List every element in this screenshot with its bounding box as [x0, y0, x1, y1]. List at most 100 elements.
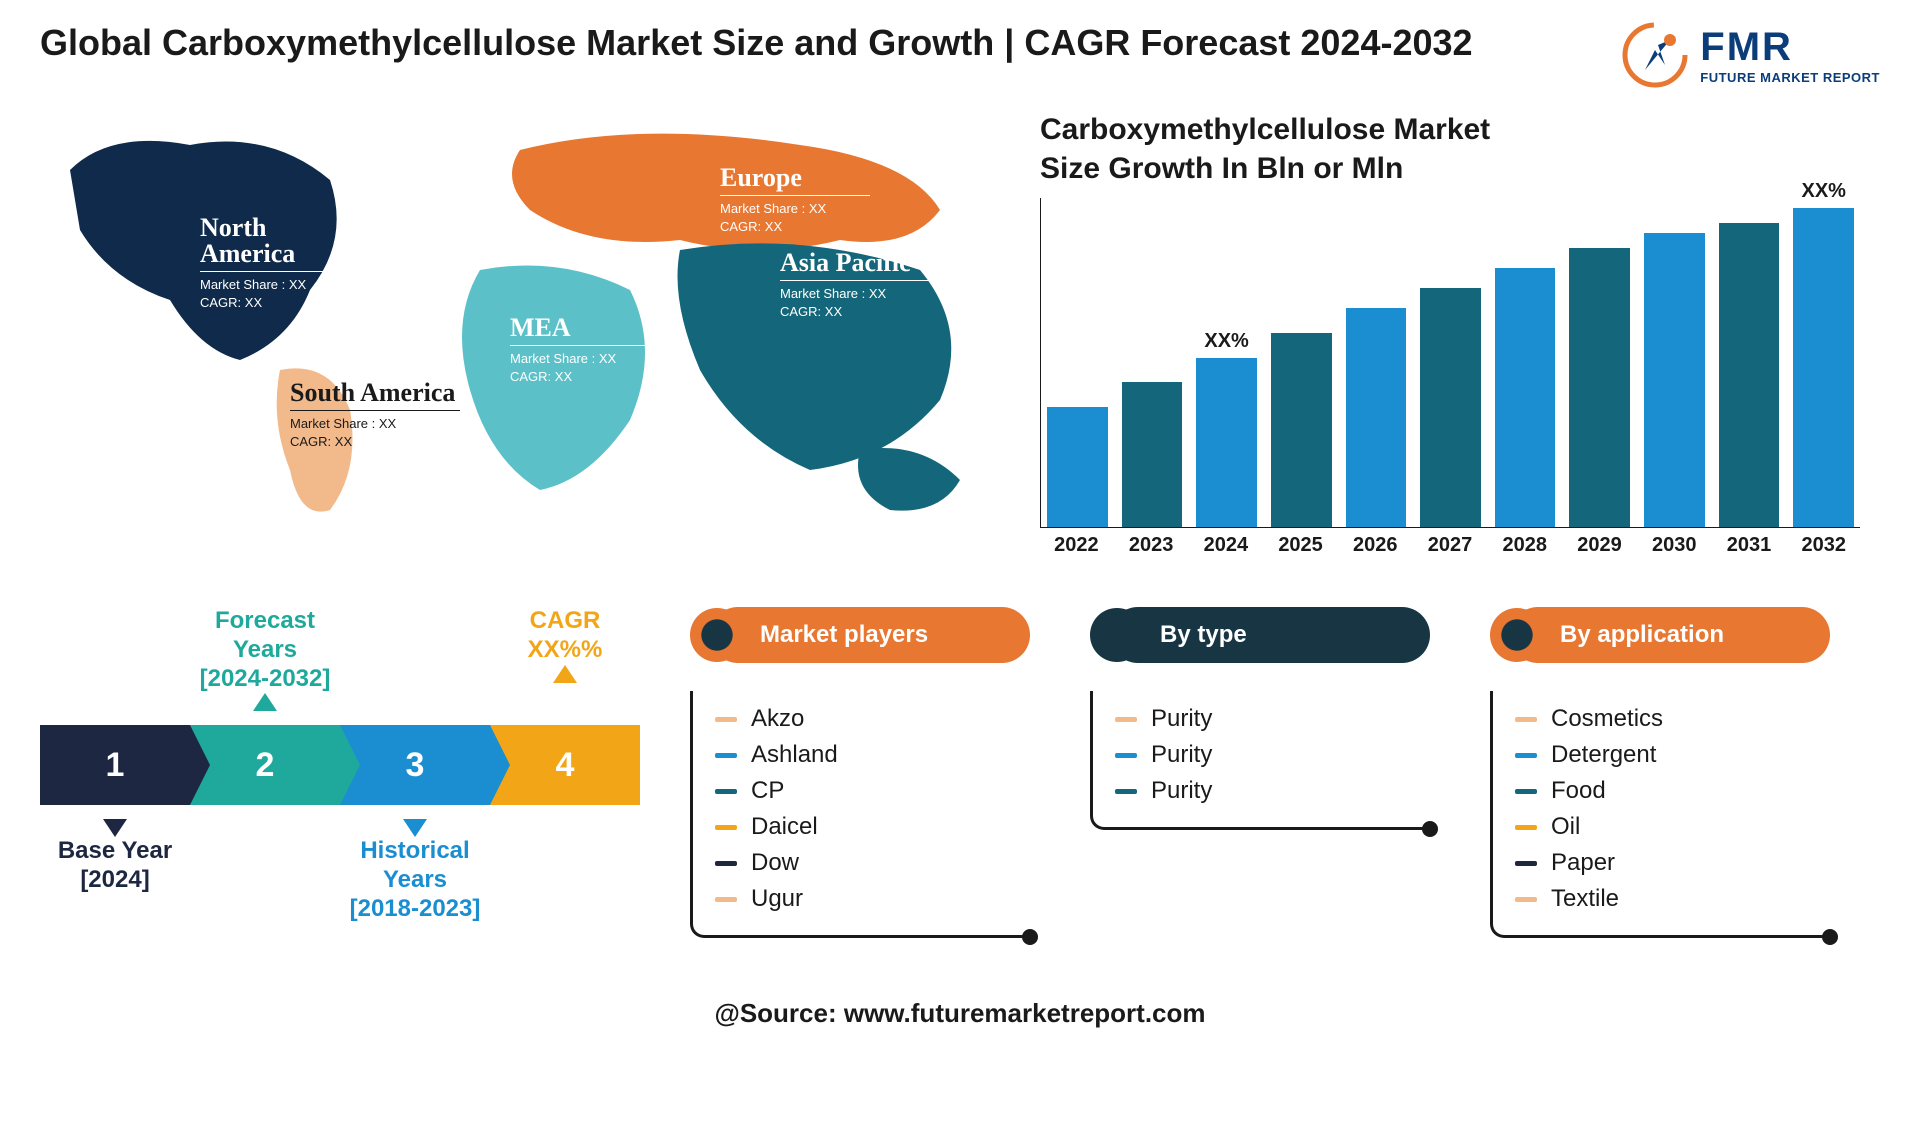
- segment-item-label: Daicel: [751, 813, 818, 841]
- region-name: Europe: [720, 165, 870, 191]
- source-line: @Source: www.futuremarketreport.com: [40, 998, 1880, 1029]
- segment-box: By type Purity Purity Purity: [1090, 607, 1430, 938]
- forecast-range: [2024-2032]: [190, 665, 340, 694]
- region-name: South America: [290, 380, 460, 406]
- triangle-down-icon: [403, 819, 427, 837]
- x-label: 2029: [1569, 534, 1630, 557]
- bar: [1719, 223, 1780, 527]
- chart-title: Carboxymethylcellulose Market Size Growt…: [1040, 110, 1540, 188]
- x-label: 2023: [1121, 534, 1182, 557]
- bars: XX% XX%: [1041, 198, 1860, 527]
- region-cagr: CAGR: XX: [510, 368, 660, 386]
- cagr-value: XX%%: [490, 636, 640, 665]
- segment-list: Purity Purity Purity: [1090, 691, 1430, 830]
- segment-item-label: Textile: [1551, 885, 1619, 913]
- segment-item: Dow: [715, 845, 1030, 881]
- segment-item: Cosmetics: [1515, 701, 1830, 737]
- segment-item-label: Cosmetics: [1551, 705, 1663, 733]
- dash-icon: [1515, 789, 1537, 794]
- dash-icon: [1515, 861, 1537, 866]
- divider: [510, 345, 660, 346]
- bar-top-label: XX%: [1801, 180, 1845, 203]
- world-map: NorthAmericaMarket Share : XXCAGR: XXSou…: [40, 110, 1000, 530]
- timeline-step: 4: [490, 725, 640, 805]
- segment-item-label: Akzo: [751, 705, 804, 733]
- map-label-ap: Asia PacificMarket Share : XXCAGR: XX: [780, 250, 940, 321]
- page-title: Global Carboxymethylcellulose Market Siz…: [40, 20, 1473, 67]
- segment-item-label: Paper: [1551, 849, 1615, 877]
- segment-item: Oil: [1515, 809, 1830, 845]
- segment-list: Akzo Ashland CP Daicel Dow Ugur: [690, 691, 1030, 938]
- dash-icon: [1515, 825, 1537, 830]
- bar: [1569, 248, 1630, 527]
- region-name: NorthAmerica: [200, 215, 350, 267]
- triangle-down-icon: [103, 819, 127, 837]
- bar: XX%: [1793, 208, 1854, 527]
- map-label-eu: Europe Market Share : XXCAGR: XX: [720, 165, 870, 236]
- cagr-title: CAGR: [490, 607, 640, 636]
- region-cagr: CAGR: XX: [720, 218, 870, 236]
- region-cagr: CAGR: XX: [290, 433, 460, 451]
- historical-label: Historical Years [2018-2023]: [340, 813, 490, 923]
- bar-top-label: XX%: [1204, 330, 1248, 353]
- base-range: [2024]: [40, 866, 190, 895]
- bar-chart: Carboxymethylcellulose Market Size Growt…: [1040, 110, 1860, 557]
- bars-wrap: XX% XX%: [1040, 198, 1860, 528]
- dash-icon: [715, 825, 737, 830]
- segment-item: Ashland: [715, 737, 1030, 773]
- x-label: 2022: [1046, 534, 1107, 557]
- bar: [1047, 407, 1108, 527]
- segment-item: Daicel: [715, 809, 1030, 845]
- dash-icon: [715, 861, 737, 866]
- logo-sub: FUTURE MARKET REPORT: [1700, 70, 1880, 85]
- triangle-up-icon: [253, 693, 277, 711]
- segment-pill: By type: [1110, 607, 1430, 663]
- segment-list: Cosmetics Detergent Food Oil Paper Textile: [1490, 691, 1830, 938]
- logo-icon: [1620, 20, 1690, 90]
- segment-item: Food: [1515, 773, 1830, 809]
- logo-text: FMR FUTURE MARKET REPORT: [1700, 25, 1880, 85]
- segment-item-label: CP: [751, 777, 784, 805]
- region-cagr: CAGR: XX: [780, 303, 940, 321]
- dash-icon: [715, 897, 737, 902]
- segment-item: Akzo: [715, 701, 1030, 737]
- divider: [200, 271, 350, 272]
- segment-item-label: Purity: [1151, 777, 1212, 805]
- segment-item: CP: [715, 773, 1030, 809]
- region-share: Market Share : XX: [200, 276, 350, 294]
- bar: [1420, 288, 1481, 527]
- region-cagr: CAGR: XX: [200, 294, 350, 312]
- timeline-step: 2: [190, 725, 340, 805]
- region-share: Market Share : XX: [720, 200, 870, 218]
- segment-item-label: Ashland: [751, 741, 838, 769]
- region-name: MEA: [510, 315, 660, 341]
- segment-item-label: Purity: [1151, 741, 1212, 769]
- timeline-step: 3: [340, 725, 490, 805]
- segment-item-label: Dow: [751, 849, 799, 877]
- segment-item: Detergent: [1515, 737, 1830, 773]
- x-label: 2032: [1793, 534, 1854, 557]
- dash-icon: [715, 717, 737, 722]
- x-label: 2024: [1195, 534, 1256, 557]
- bar: [1271, 333, 1332, 527]
- divider: [780, 280, 940, 281]
- segment-item-label: Detergent: [1551, 741, 1656, 769]
- segment-item-label: Food: [1551, 777, 1606, 805]
- segment-item: Purity: [1115, 773, 1430, 809]
- segment-item: Paper: [1515, 845, 1830, 881]
- timeline-step: 1: [40, 725, 190, 805]
- logo: FMR FUTURE MARKET REPORT: [1620, 20, 1880, 90]
- map-label-na: NorthAmerica Market Share : XXCAGR: XX: [200, 215, 350, 312]
- triangle-up-icon: [553, 665, 577, 683]
- logo-fmr: FMR: [1700, 25, 1880, 70]
- dash-icon: [715, 753, 737, 758]
- bar: [1122, 382, 1183, 527]
- segment-item-label: Purity: [1151, 705, 1212, 733]
- x-label: 2030: [1644, 534, 1705, 557]
- segment-item-label: Ugur: [751, 885, 803, 913]
- region-share: Market Share : XX: [510, 350, 660, 368]
- map-label-sa: South AmericaMarket Share : XXCAGR: XX: [290, 380, 460, 451]
- segment-item: Ugur: [715, 881, 1030, 917]
- forecast-label: Forecast Years [2024-2032]: [190, 607, 340, 717]
- bar: [1644, 233, 1705, 527]
